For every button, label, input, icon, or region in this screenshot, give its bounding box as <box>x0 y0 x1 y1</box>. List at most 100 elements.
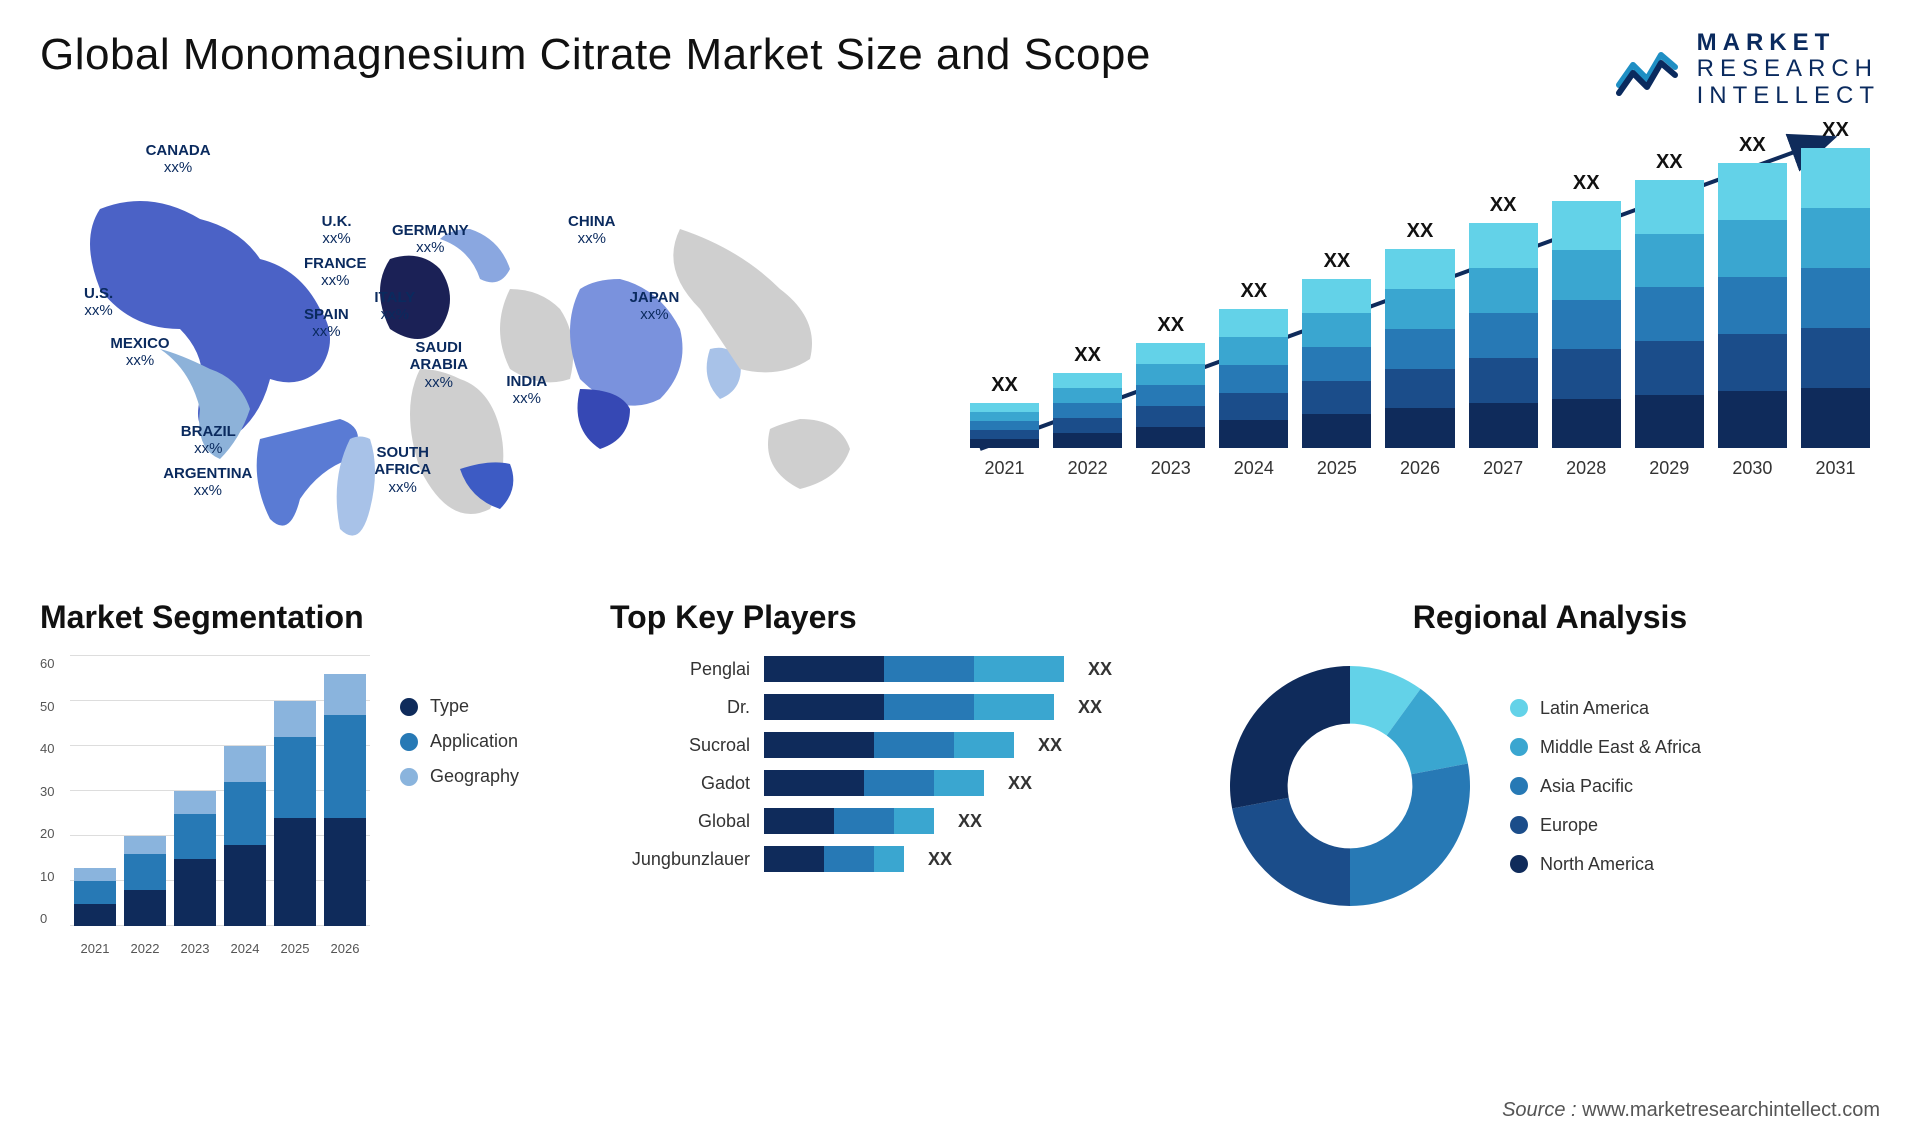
logo-line3: INTELLECT <box>1697 83 1880 109</box>
map-country-label: GERMANYxx% <box>392 222 469 257</box>
growth-bar-year-label: 2026 <box>1400 458 1440 479</box>
regional-legend-item: North America <box>1510 854 1701 875</box>
segmentation-ytick: 0 <box>40 911 70 926</box>
growth-bar-year-label: 2027 <box>1483 458 1523 479</box>
segmentation-ytick: 40 <box>40 741 70 756</box>
growth-bar-value-label: XX <box>1074 344 1101 367</box>
growth-bar-chart: XX2021XX2022XX2023XX2024XX2025XX2026XX20… <box>960 129 1880 549</box>
regional-section: Regional Analysis Latin AmericaMiddle Ea… <box>1220 599 1880 956</box>
segmentation-legend-item: Geography <box>400 766 519 787</box>
map-country-label: CANADAxx% <box>146 142 211 177</box>
regional-title: Regional Analysis <box>1220 599 1880 636</box>
player-bar <box>764 732 1014 758</box>
source-label: Source : <box>1502 1099 1576 1121</box>
growth-bar-value-label: XX <box>1157 314 1184 337</box>
player-value-label: XX <box>1008 773 1032 794</box>
growth-bar-value-label: XX <box>1490 194 1517 217</box>
player-row: Gadot XX <box>610 770 1170 796</box>
map-country-label: U.S.xx% <box>84 285 113 320</box>
segmentation-year-label: 2021 <box>81 941 110 956</box>
player-value-label: XX <box>1088 659 1112 680</box>
player-bar <box>764 808 934 834</box>
map-country-label: FRANCExx% <box>304 255 367 290</box>
map-country-label: BRAZILxx% <box>181 423 236 458</box>
player-name-label: Jungbunzlauer <box>610 849 750 870</box>
logo-line1: MARKET <box>1697 30 1880 56</box>
segmentation-bar <box>174 791 216 926</box>
map-country-label: ITALYxx% <box>374 289 415 324</box>
player-name-label: Sucroal <box>610 735 750 756</box>
logo-line2: RESEARCH <box>1697 56 1880 82</box>
source-line: Source : www.marketresearchintellect.com <box>1502 1099 1880 1122</box>
growth-bar-value-label: XX <box>1822 119 1849 142</box>
growth-bar-year-label: 2028 <box>1566 458 1606 479</box>
player-name-label: Gadot <box>610 773 750 794</box>
player-name-label: Dr. <box>610 697 750 718</box>
growth-bar-column: XX 2025 <box>1302 250 1371 479</box>
map-country-label: SAUDIARABIAxx% <box>410 339 468 391</box>
growth-bar-year-label: 2023 <box>1151 458 1191 479</box>
world-map-panel: CANADAxx% U.S.xx% MEXICOxx% BRAZILxx% ARGENT… <box>40 129 920 549</box>
growth-bar-year-label: 2021 <box>985 458 1025 479</box>
donut-slice <box>1232 798 1350 906</box>
map-country-label: U.K.xx% <box>322 213 352 248</box>
regional-donut-chart <box>1220 656 1480 916</box>
player-value-label: XX <box>1038 735 1062 756</box>
players-section: Top Key Players PenglaiXXDr.XXSucroalXXG… <box>610 599 1170 956</box>
players-title: Top Key Players <box>610 599 1170 636</box>
regional-legend-item: Middle East & Africa <box>1510 737 1701 758</box>
brand-logo: MARKET RESEARCH INTELLECT <box>1615 30 1880 109</box>
segmentation-title: Market Segmentation <box>40 599 560 636</box>
player-row: Global XX <box>610 808 1170 834</box>
segmentation-ytick: 30 <box>40 784 70 799</box>
page-title: Global Monomagnesium Citrate Market Size… <box>40 30 1151 80</box>
bottom-row: Market Segmentation 0102030405060 202120… <box>40 599 1880 956</box>
growth-bar-value-label: XX <box>1324 250 1351 273</box>
map-country-label: MEXICOxx% <box>110 335 169 370</box>
segmentation-bar <box>124 836 166 926</box>
segmentation-bar <box>274 701 316 926</box>
growth-bar-column: XX2026 <box>1385 220 1454 479</box>
segmentation-ytick: 60 <box>40 656 70 671</box>
player-row: Dr. XX <box>610 694 1170 720</box>
growth-bar-column: XX 2023 <box>1136 314 1205 479</box>
player-bar <box>764 846 904 872</box>
segmentation-ytick: 50 <box>40 699 70 714</box>
growth-bar-column: XX2021 <box>970 374 1039 479</box>
segmentation-chart: 0102030405060 202120222023202420252026 <box>40 656 370 956</box>
growth-bar-value-label: XX <box>1573 172 1600 195</box>
growth-bar-value-label: XX <box>1240 280 1267 303</box>
growth-bar-year-label: 2022 <box>1068 458 1108 479</box>
segmentation-legend-item: Type <box>400 696 519 717</box>
player-value-label: XX <box>1078 697 1102 718</box>
map-country-label: SPAINxx% <box>304 306 349 341</box>
map-country-label: ARGENTINAxx% <box>163 465 252 500</box>
donut-slice <box>1350 764 1470 906</box>
segmentation-year-label: 2024 <box>231 941 260 956</box>
logo-text: MARKET RESEARCH INTELLECT <box>1697 30 1880 109</box>
growth-bar-year-label: 2029 <box>1649 458 1689 479</box>
top-row: CANADAxx% U.S.xx% MEXICOxx% BRAZILxx% ARGENT… <box>40 129 1880 549</box>
player-row: Jungbunzlauer XX <box>610 846 1170 872</box>
segmentation-year-label: 2025 <box>281 941 310 956</box>
growth-bar-year-label: 2025 <box>1317 458 1357 479</box>
segmentation-section: Market Segmentation 0102030405060 202120… <box>40 599 560 956</box>
player-value-label: XX <box>928 849 952 870</box>
growth-bar-column: XX 2028 <box>1552 172 1621 480</box>
player-name-label: Global <box>610 811 750 832</box>
growth-bar-value-label: XX <box>1739 134 1766 157</box>
growth-bar-column: XX2029 <box>1635 151 1704 479</box>
player-bar <box>764 656 1064 682</box>
player-value-label: XX <box>958 811 982 832</box>
segmentation-bar <box>74 868 116 927</box>
segmentation-bar <box>224 746 266 926</box>
growth-bar-column: XX2031 <box>1801 119 1870 479</box>
segmentation-legend-item: Application <box>400 731 519 752</box>
map-country-label: JAPANxx% <box>630 289 680 324</box>
logo-mark-icon <box>1615 41 1685 99</box>
player-name-label: Penglai <box>610 659 750 680</box>
player-bar <box>764 770 984 796</box>
growth-bar-column: XX2024 <box>1219 280 1288 479</box>
source-url: www.marketresearchintellect.com <box>1582 1099 1880 1121</box>
segmentation-bar <box>324 674 366 926</box>
